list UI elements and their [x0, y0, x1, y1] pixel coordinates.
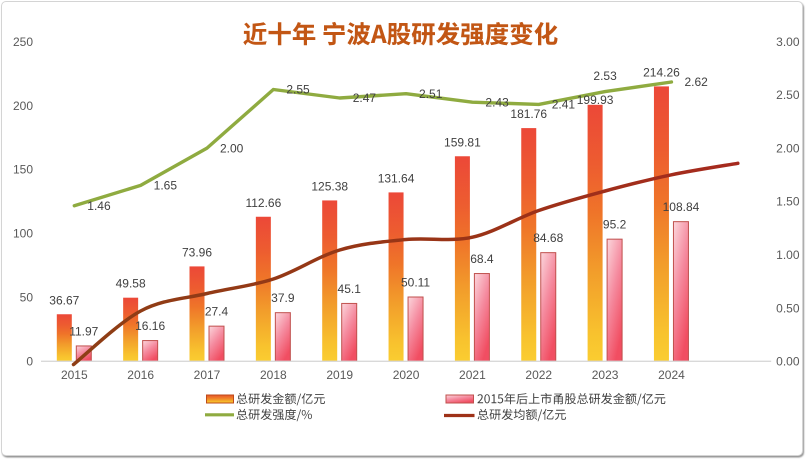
svg-text:200: 200 — [13, 99, 33, 113]
svg-text:1.46: 1.46 — [87, 199, 111, 213]
svg-text:2017: 2017 — [194, 368, 221, 382]
svg-text:2.55: 2.55 — [286, 83, 310, 97]
svg-text:2.41: 2.41 — [552, 98, 576, 112]
svg-text:2016: 2016 — [127, 368, 154, 382]
svg-text:2020: 2020 — [393, 368, 420, 382]
svg-text:0.00: 0.00 — [776, 355, 800, 369]
svg-text:95.2: 95.2 — [603, 218, 627, 232]
svg-text:2.43: 2.43 — [485, 95, 509, 109]
svg-text:16.16: 16.16 — [135, 319, 165, 333]
svg-text:2024: 2024 — [658, 368, 685, 382]
svg-text:2.62: 2.62 — [684, 75, 708, 89]
svg-text:131.64: 131.64 — [378, 171, 415, 185]
svg-text:50: 50 — [20, 291, 34, 305]
svg-text:214.26: 214.26 — [643, 65, 680, 79]
svg-text:37.9: 37.9 — [271, 291, 295, 305]
svg-text:2022: 2022 — [525, 368, 552, 382]
svg-text:2.47: 2.47 — [353, 91, 377, 105]
svg-text:0: 0 — [26, 355, 33, 369]
svg-text:199.93: 199.93 — [577, 93, 614, 107]
svg-text:2.50: 2.50 — [776, 88, 800, 102]
svg-text:3.00: 3.00 — [776, 35, 800, 49]
svg-text:2018: 2018 — [260, 368, 287, 382]
svg-text:159.81: 159.81 — [444, 135, 481, 149]
svg-text:49.58: 49.58 — [116, 277, 146, 291]
svg-text:2021: 2021 — [459, 368, 486, 382]
svg-text:36.67: 36.67 — [49, 293, 79, 307]
svg-text:1.65: 1.65 — [154, 179, 178, 193]
svg-text:11.97: 11.97 — [69, 324, 98, 338]
svg-text:1.00: 1.00 — [776, 248, 800, 262]
svg-text:1.50: 1.50 — [776, 195, 800, 209]
svg-text:150: 150 — [13, 163, 33, 177]
svg-text:2019: 2019 — [326, 368, 353, 382]
svg-text:181.76: 181.76 — [510, 107, 547, 121]
svg-text:2015: 2015 — [61, 368, 88, 382]
svg-text:68.4: 68.4 — [470, 252, 494, 266]
svg-text:2.51: 2.51 — [419, 87, 443, 101]
svg-text:73.96: 73.96 — [182, 245, 212, 259]
svg-text:250: 250 — [13, 35, 33, 49]
svg-text:2023: 2023 — [592, 368, 619, 382]
svg-text:0.50: 0.50 — [776, 301, 800, 315]
svg-text:50.11: 50.11 — [401, 275, 430, 289]
svg-text:27.4: 27.4 — [205, 305, 229, 319]
svg-text:2.00: 2.00 — [776, 141, 800, 155]
svg-text:2.00: 2.00 — [220, 141, 244, 155]
svg-text:112.66: 112.66 — [245, 196, 281, 210]
svg-text:108.84: 108.84 — [663, 200, 700, 214]
svg-text:45.1: 45.1 — [338, 282, 362, 296]
svg-text:100: 100 — [13, 227, 33, 241]
svg-text:2.53: 2.53 — [593, 69, 617, 83]
svg-text:84.68: 84.68 — [533, 231, 563, 245]
svg-text:125.38: 125.38 — [311, 179, 348, 193]
